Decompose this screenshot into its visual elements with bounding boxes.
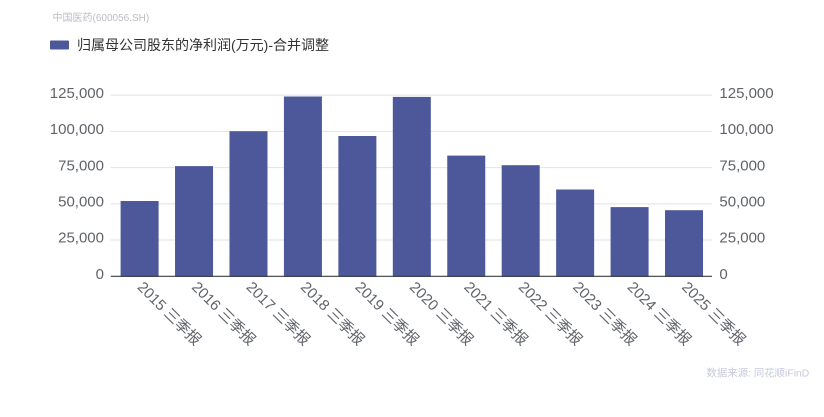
svg-text:75,000: 75,000 — [719, 157, 765, 174]
svg-text:100,000: 100,000 — [50, 121, 104, 138]
svg-text:0: 0 — [719, 266, 727, 283]
svg-text:50,000: 50,000 — [58, 194, 104, 211]
svg-text:125,000: 125,000 — [719, 85, 773, 102]
svg-text:50,000: 50,000 — [719, 194, 765, 211]
svg-text:中国医药(600056.SH): 中国医药(600056.SH) — [53, 11, 150, 24]
svg-text:25,000: 25,000 — [719, 230, 765, 247]
svg-text:数据来源: 同花顺iFinD: 数据来源: 同花顺iFinD — [707, 367, 810, 380]
svg-text:100,000: 100,000 — [719, 121, 773, 138]
svg-text:125,000: 125,000 — [50, 85, 104, 102]
svg-text:0: 0 — [96, 266, 104, 283]
svg-text:归属母公司股东的净利润(万元)-合并调整: 归属母公司股东的净利润(万元)-合并调整 — [77, 37, 329, 53]
svg-text:25,000: 25,000 — [58, 230, 104, 247]
svg-text:75,000: 75,000 — [58, 157, 104, 174]
